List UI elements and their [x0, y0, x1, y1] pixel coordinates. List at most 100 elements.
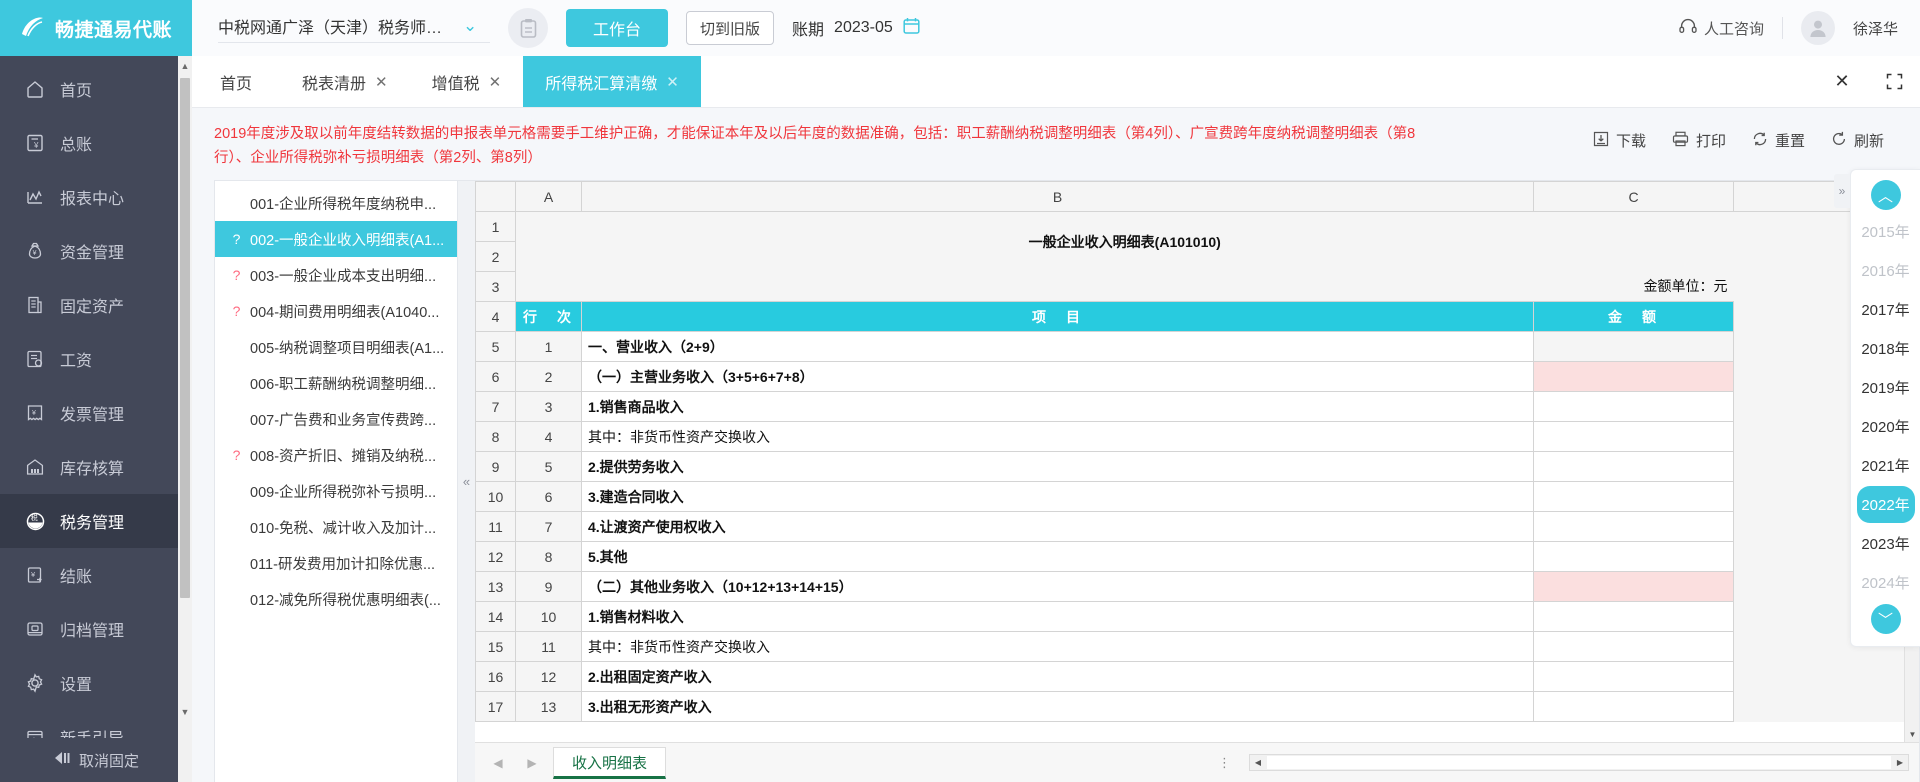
row-header[interactable]: 4 — [475, 301, 516, 332]
row-header[interactable]: 8 — [475, 421, 516, 452]
list-item[interactable]: 006-职工薪酬纳税调整明细... — [215, 365, 457, 401]
sidebar-item-reports[interactable]: 报表中心 — [0, 170, 192, 224]
spreadsheet-grid[interactable]: A B C 1 一般企业收入明细表(A101010) — [475, 181, 1904, 742]
row-header[interactable]: 16 — [475, 661, 516, 692]
cell-row-no[interactable]: 13 — [515, 691, 582, 722]
scroll-up-icon[interactable]: ▲ — [178, 56, 192, 76]
list-item[interactable]: ? 004-期间费用明细表(A1040... — [215, 293, 457, 329]
cell-blank[interactable] — [515, 271, 582, 302]
collapse-double-left-icon[interactable]: « — [458, 181, 475, 782]
cell-blank[interactable] — [581, 271, 1534, 302]
cell-row-no[interactable]: 1 — [515, 331, 582, 362]
row-header[interactable]: 15 — [475, 631, 516, 662]
year-option[interactable]: 2023年 — [1861, 536, 1910, 553]
download-button[interactable]: 下载 — [1593, 130, 1646, 151]
more-vertical-icon[interactable]: ⋮ — [1218, 754, 1231, 770]
cell-amount[interactable] — [1533, 451, 1734, 482]
scrollbar-thumb[interactable] — [1267, 756, 1891, 769]
sidebar-item-closing[interactable]: ¥ 结账 — [0, 548, 192, 602]
sidebar-item-fixed-assets[interactable]: 固定资产 — [0, 278, 192, 332]
grid-corner[interactable] — [475, 181, 516, 212]
calendar-icon[interactable] — [903, 17, 920, 39]
scrollbar-thumb[interactable] — [180, 78, 190, 598]
year-option[interactable]: 2019年 — [1861, 380, 1910, 397]
row-header[interactable]: 14 — [475, 601, 516, 632]
sheet-title[interactable]: 一般企业收入明细表(A101010) — [515, 211, 1734, 272]
cell-amount[interactable] — [1533, 661, 1734, 692]
scroll-down-icon[interactable]: ▼ — [1908, 729, 1917, 739]
scroll-right-icon[interactable]: ▶ — [1896, 758, 1904, 767]
close-icon[interactable]: ✕ — [375, 73, 388, 91]
column-header-c[interactable]: C — [1533, 181, 1734, 212]
table-row[interactable]: 14 10 1.销售材料收入 — [475, 601, 1904, 632]
cell-item[interactable]: 2.提供劳务收入 — [581, 451, 1534, 482]
table-row[interactable]: 10 6 3.建造合同收入 — [475, 481, 1904, 512]
fullscreen-icon[interactable] — [1868, 56, 1920, 108]
sidebar-item-guide[interactable]: 新手引导 — [0, 710, 192, 738]
row-header[interactable]: 3 — [475, 271, 516, 302]
spreadsheet-horizontal-scrollbar[interactable]: ◀ ▶ — [1249, 754, 1909, 771]
cell-amount[interactable] — [1533, 361, 1734, 392]
cell-amount[interactable] — [1533, 691, 1734, 722]
table-row[interactable]: 13 9 （二）其他业务收入（10+12+13+14+15） — [475, 571, 1904, 602]
user-name[interactable]: 徐泽华 — [1852, 20, 1898, 38]
tab-income-tax-settlement[interactable]: 所得税汇算清缴 ✕ — [523, 56, 701, 107]
list-item[interactable]: 005-纳税调整项目明细表(A1... — [215, 329, 457, 365]
header-row-no[interactable]: 行 次 — [515, 301, 582, 332]
cell-amount[interactable] — [1533, 601, 1734, 632]
sidebar-item-payroll[interactable]: 工资 — [0, 332, 192, 386]
cell-amount[interactable] — [1533, 511, 1734, 542]
list-item[interactable]: 009-企业所得税弥补亏损明... — [215, 473, 457, 509]
year-option-selected[interactable]: 2022年 — [1856, 486, 1915, 523]
tab-vat[interactable]: 增值税 ✕ — [410, 56, 524, 107]
row-header[interactable]: 6 — [475, 361, 516, 392]
sidebar-scrollbar[interactable]: ▲ ▼ — [178, 56, 192, 782]
cell-amount[interactable] — [1533, 571, 1734, 602]
clipboard-icon[interactable] — [508, 8, 548, 48]
table-row[interactable]: 15 11 其中：非货币性资产交换收入 — [475, 631, 1904, 662]
cell-row-no[interactable]: 2 — [515, 361, 582, 392]
table-row[interactable]: 9 5 2.提供劳务收入 — [475, 451, 1904, 482]
table-row[interactable]: 8 4 其中：非货币性资产交换收入 — [475, 421, 1904, 452]
list-item[interactable]: 012-减免所得税优惠明细表(... — [215, 581, 457, 617]
cell-item[interactable]: 4.让渡资产使用权收入 — [581, 511, 1534, 542]
sidebar-item-archive[interactable]: 归档管理 — [0, 602, 192, 656]
table-row[interactable]: 16 12 2.出租固定资产收入 — [475, 661, 1904, 692]
sidebar-item-tax[interactable]: 税 税务管理 — [0, 494, 192, 548]
year-option[interactable]: 2018年 — [1861, 341, 1910, 358]
row-header[interactable]: 13 — [475, 571, 516, 602]
year-option[interactable]: 2017年 — [1861, 302, 1910, 319]
table-row[interactable]: 12 8 5.其他 — [475, 541, 1904, 572]
cell-blank[interactable] — [1733, 691, 1904, 722]
year-option[interactable]: 2024年 — [1861, 575, 1910, 592]
prev-sheet-icon[interactable]: ◀ — [493, 755, 503, 770]
refresh-button[interactable]: 刷新 — [1831, 130, 1884, 151]
cell-row-no[interactable]: 12 — [515, 661, 582, 692]
table-row[interactable]: 7 3 1.销售商品收入 — [475, 391, 1904, 422]
row-header[interactable]: 10 — [475, 481, 516, 512]
list-item[interactable]: 001-企业所得税年度纳税申... — [215, 185, 457, 221]
cell-item[interactable]: 3.建造合同收入 — [581, 481, 1534, 512]
sheet-tab-income-detail[interactable]: 收入明细表 — [553, 746, 667, 779]
table-row[interactable]: 6 2 （一）主营业务收入（3+5+6+7+8） — [475, 361, 1904, 392]
row-header[interactable]: 17 — [475, 691, 516, 722]
expand-double-right-icon[interactable]: » — [1834, 174, 1850, 208]
year-option[interactable]: 2021年 — [1861, 458, 1910, 475]
row-header[interactable]: 5 — [475, 331, 516, 362]
cell-item[interactable]: 其中：非货币性资产交换收入 — [581, 421, 1534, 452]
year-option[interactable]: 2015年 — [1861, 224, 1910, 241]
cell-item[interactable]: 3.出租无形资产收入 — [581, 691, 1534, 722]
table-row[interactable]: 5 1 一、营业收入（2+9） — [475, 331, 1904, 362]
close-icon[interactable]: ✕ — [666, 73, 679, 91]
cell-row-no[interactable]: 4 — [515, 421, 582, 452]
cell-row-no[interactable]: 3 — [515, 391, 582, 422]
cell-item[interactable]: 其中：非货币性资产交换收入 — [581, 631, 1534, 662]
workbench-button[interactable]: 工作台 — [566, 9, 669, 47]
tab-home[interactable]: 首页 — [192, 56, 280, 107]
cell-row-no[interactable]: 7 — [515, 511, 582, 542]
table-row[interactable]: 11 7 4.让渡资产使用权收入 — [475, 511, 1904, 542]
cell-row-no[interactable]: 11 — [515, 631, 582, 662]
cell-row-no[interactable]: 5 — [515, 451, 582, 482]
list-item[interactable]: 011-研发费用加计扣除优惠... — [215, 545, 457, 581]
cell-row-no[interactable]: 9 — [515, 571, 582, 602]
